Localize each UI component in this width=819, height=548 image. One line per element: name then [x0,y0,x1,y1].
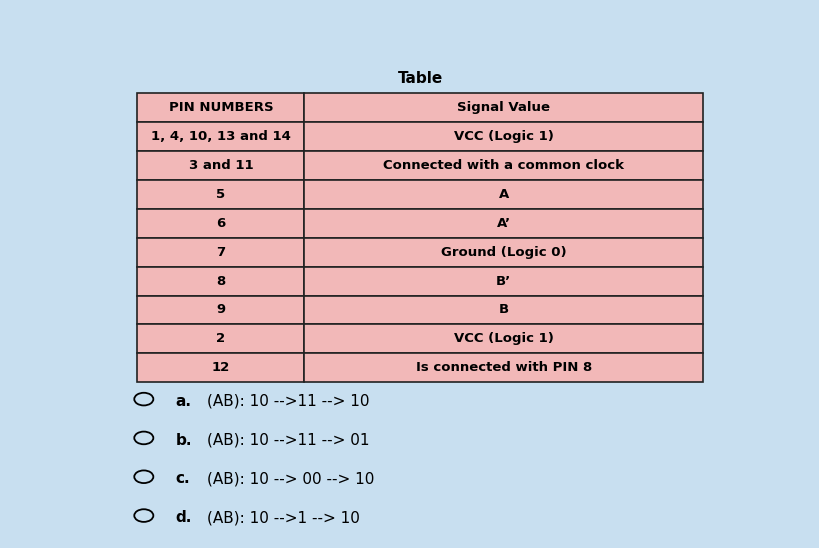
Text: 7: 7 [216,246,225,259]
Bar [304,180,702,209]
Text: b.: b. [175,432,192,448]
Bar [304,93,702,122]
Text: (AB): 10 -->11 --> 01: (AB): 10 -->11 --> 01 [207,432,369,448]
Bar [138,93,304,122]
Text: 3 and 11: 3 and 11 [188,159,253,172]
Bar [138,238,304,267]
Bar [138,324,304,353]
Text: Connected with a common clock: Connected with a common clock [382,159,623,172]
Bar [304,238,702,267]
Text: VCC (Logic 1): VCC (Logic 1) [453,333,553,345]
Bar [138,122,304,151]
Bar [138,209,304,238]
Text: PIN NUMBERS: PIN NUMBERS [169,101,273,114]
Bar [138,180,304,209]
Bar [138,353,304,383]
Text: (AB): 10 --> 00 --> 10: (AB): 10 --> 00 --> 10 [207,471,374,487]
Text: B: B [498,304,508,316]
Text: Ground (Logic 0): Ground (Logic 0) [441,246,566,259]
Bar [138,295,304,324]
Bar [304,151,702,180]
Bar [304,209,702,238]
Bar [304,267,702,295]
Bar [304,209,702,238]
Text: (AB): 10 -->1 --> 10: (AB): 10 -->1 --> 10 [207,510,360,525]
Bar [138,267,304,295]
Text: A: A [498,188,508,201]
Text: 12: 12 [211,361,229,374]
Bar [138,324,304,353]
Bar [138,151,304,180]
Text: Is connected with PIN 8: Is connected with PIN 8 [415,361,591,374]
Bar [304,353,702,383]
Bar [138,180,304,209]
Bar [138,353,304,383]
Bar [304,180,702,209]
Text: d.: d. [175,510,192,525]
Bar [304,295,702,324]
Bar [138,93,304,122]
Text: 5: 5 [216,188,225,201]
Bar [304,324,702,353]
Bar [138,267,304,295]
Bar [304,151,702,180]
Bar [304,238,702,267]
Text: a.: a. [175,393,192,409]
Bar [138,295,304,324]
Bar [138,122,304,151]
Bar [138,209,304,238]
Text: c.: c. [175,471,190,487]
Text: Signal Value: Signal Value [457,101,550,114]
Text: A’: A’ [496,217,510,230]
Text: 1, 4, 10, 13 and 14: 1, 4, 10, 13 and 14 [151,130,291,143]
Text: 2: 2 [216,333,225,345]
Bar [304,353,702,383]
Text: 9: 9 [216,304,225,316]
Text: 6: 6 [216,217,225,230]
Text: (AB): 10 -->11 --> 10: (AB): 10 -->11 --> 10 [207,393,369,409]
Bar [138,238,304,267]
Text: VCC (Logic 1): VCC (Logic 1) [453,130,553,143]
Bar [304,295,702,324]
Bar [304,324,702,353]
Bar [138,151,304,180]
Text: 8: 8 [216,275,225,288]
Text: B’: B’ [495,275,511,288]
Text: Table: Table [397,71,442,85]
Bar [304,267,702,295]
Bar [304,93,702,122]
Bar [304,122,702,151]
Bar [304,122,702,151]
